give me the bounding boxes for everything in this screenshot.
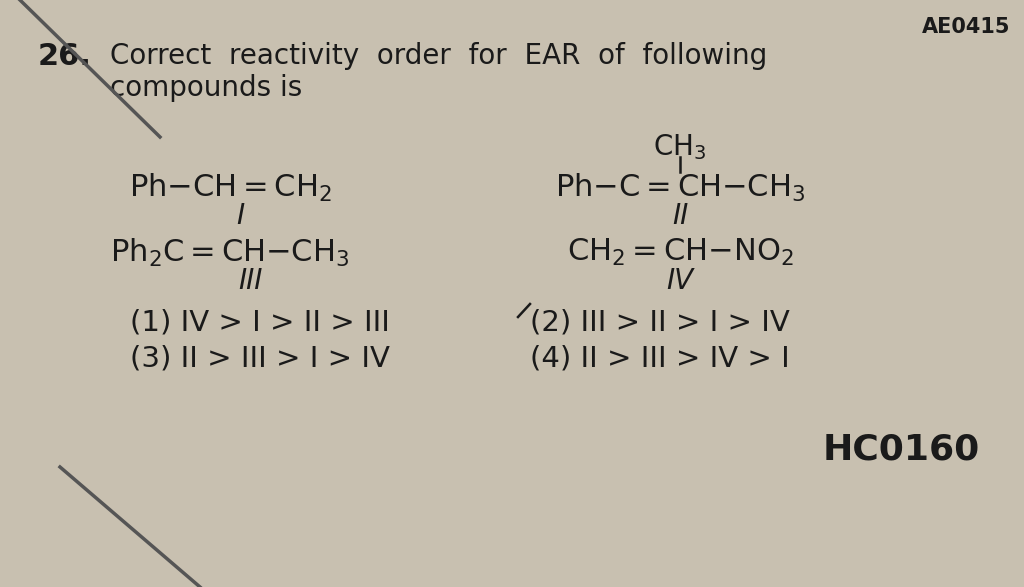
- Text: (2) III > II > I > IV: (2) III > II > I > IV: [530, 309, 790, 337]
- Text: compounds is: compounds is: [110, 74, 302, 102]
- Text: CH$_2$$=$CH$-$NO$_2$: CH$_2$$=$CH$-$NO$_2$: [566, 237, 794, 268]
- Text: AE0415: AE0415: [922, 17, 1010, 37]
- Text: 26.: 26.: [38, 42, 92, 71]
- Text: Ph$-$CH$=$CH$_2$: Ph$-$CH$=$CH$_2$: [128, 172, 332, 204]
- Text: CH$_3$: CH$_3$: [653, 132, 707, 162]
- Text: III: III: [238, 267, 262, 295]
- Text: HC0160: HC0160: [822, 432, 980, 466]
- Text: (1) IV > I > II > III: (1) IV > I > II > III: [130, 309, 390, 337]
- Text: (4) II > III > IV > I: (4) II > III > IV > I: [530, 344, 790, 372]
- Text: Ph$_2$C$=$CH$-$CH$_3$: Ph$_2$C$=$CH$-$CH$_3$: [111, 237, 350, 269]
- Text: Ph$-$C$=$CH$-$CH$_3$: Ph$-$C$=$CH$-$CH$_3$: [555, 172, 805, 204]
- Text: (3) II > III > I > IV: (3) II > III > I > IV: [130, 344, 390, 372]
- Text: II: II: [672, 202, 688, 230]
- Text: Correct  reactivity  order  for  EAR  of  following: Correct reactivity order for EAR of foll…: [110, 42, 767, 70]
- Text: IV: IV: [667, 267, 693, 295]
- Text: I: I: [236, 202, 244, 230]
